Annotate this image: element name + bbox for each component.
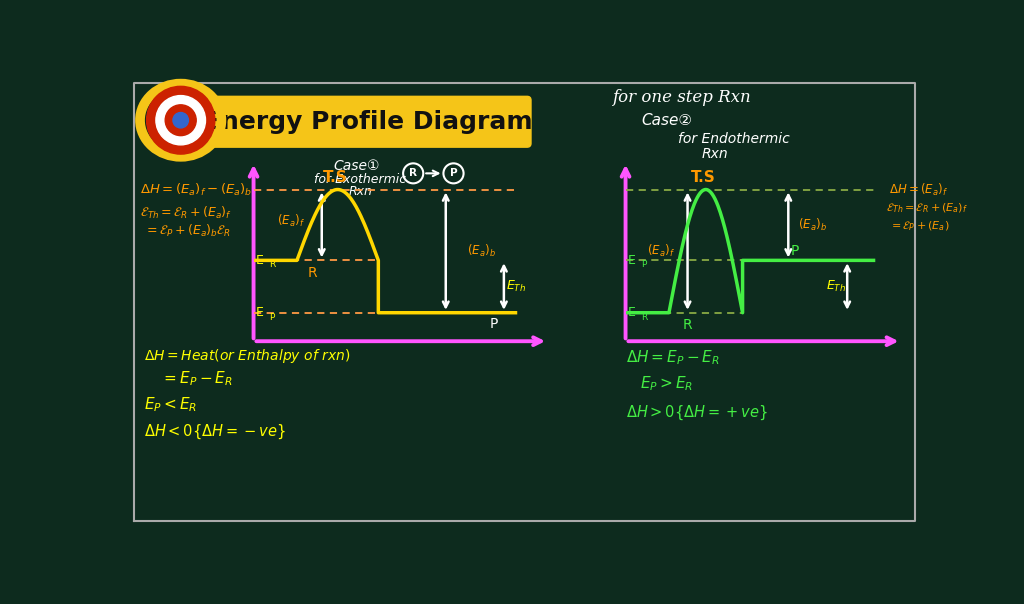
Text: for one step Rxn: for one step Rxn: [612, 89, 752, 106]
Text: Rxn: Rxn: [701, 147, 728, 161]
Text: $\Delta H=Heat(or\ Enthalpy\ of\ rxn)$: $\Delta H=Heat(or\ Enthalpy\ of\ rxn)$: [143, 347, 350, 365]
Text: $\Delta H<0\{\Delta H=-ve\}$: $\Delta H<0\{\Delta H=-ve\}$: [143, 422, 286, 440]
Text: $E_P<E_R$: $E_P<E_R$: [143, 396, 197, 414]
Text: E: E: [256, 254, 264, 267]
Text: $(E_a)_b$: $(E_a)_b$: [467, 243, 497, 259]
Text: $E_{Th}$: $E_{Th}$: [506, 279, 526, 294]
Text: for Exothermic: for Exothermic: [314, 173, 407, 186]
Text: P: P: [489, 316, 498, 330]
Text: Case②: Case②: [641, 113, 692, 127]
Circle shape: [146, 86, 215, 154]
Text: P: P: [269, 313, 274, 322]
Text: Case①: Case①: [334, 159, 380, 173]
Text: E: E: [628, 254, 636, 267]
Text: $\mathcal{E}_{Th}=\mathcal{E}_R+(E_a)_f$: $\mathcal{E}_{Th}=\mathcal{E}_R+(E_a)_f$: [886, 201, 968, 215]
Text: P: P: [450, 169, 458, 178]
Text: P: P: [641, 260, 646, 269]
Text: T.S: T.S: [690, 170, 716, 185]
Circle shape: [165, 105, 197, 136]
Text: E: E: [628, 306, 636, 320]
Text: R: R: [269, 260, 275, 269]
Text: $=E_P-E_R$: $=E_P-E_R$: [161, 370, 232, 388]
Text: R: R: [683, 318, 692, 332]
Text: Rxn: Rxn: [348, 185, 373, 198]
Circle shape: [173, 112, 188, 128]
Text: $E_{Th}$: $E_{Th}$: [825, 279, 846, 294]
Text: R: R: [641, 313, 647, 322]
Circle shape: [156, 95, 206, 145]
Text: $\Delta H>0\{\Delta H=+ve\}$: $\Delta H>0\{\Delta H=+ve\}$: [626, 403, 767, 422]
Text: E: E: [256, 306, 264, 320]
Text: $(E_a)_f$: $(E_a)_f$: [276, 213, 305, 229]
Text: R: R: [307, 266, 317, 280]
Text: $=\mathcal{E}_P+(E_a)_b\mathcal{E}_R$: $=\mathcal{E}_P+(E_a)_b\mathcal{E}_R$: [143, 223, 230, 239]
Text: T.S: T.S: [324, 170, 348, 185]
Text: P: P: [791, 244, 799, 258]
Text: $\Delta H=E_P-E_R$: $\Delta H=E_P-E_R$: [626, 348, 720, 367]
Text: Energy Profile Diagram: Energy Profile Diagram: [204, 110, 532, 133]
Text: $\Delta H=(E_a)_f-(E_a)_b$: $\Delta H=(E_a)_f-(E_a)_b$: [139, 181, 252, 198]
Text: $\Delta H=(E_a)_f$: $\Delta H=(E_a)_f$: [889, 181, 948, 198]
Text: $(E_a)_f$: $(E_a)_f$: [647, 243, 675, 259]
Text: R: R: [410, 169, 417, 178]
Text: for Endothermic: for Endothermic: [678, 132, 790, 146]
FancyBboxPatch shape: [206, 97, 531, 147]
Text: $\mathcal{E}_{Th}=\mathcal{E}_R+(E_a)_f$: $\mathcal{E}_{Th}=\mathcal{E}_R+(E_a)_f$: [139, 205, 231, 220]
Text: $=\mathcal{E}_P+(E_a)$: $=\mathcal{E}_P+(E_a)$: [889, 220, 949, 233]
Text: $E_P>E_R$: $E_P>E_R$: [640, 374, 693, 393]
Text: $(E_a)_b$: $(E_a)_b$: [799, 217, 827, 233]
